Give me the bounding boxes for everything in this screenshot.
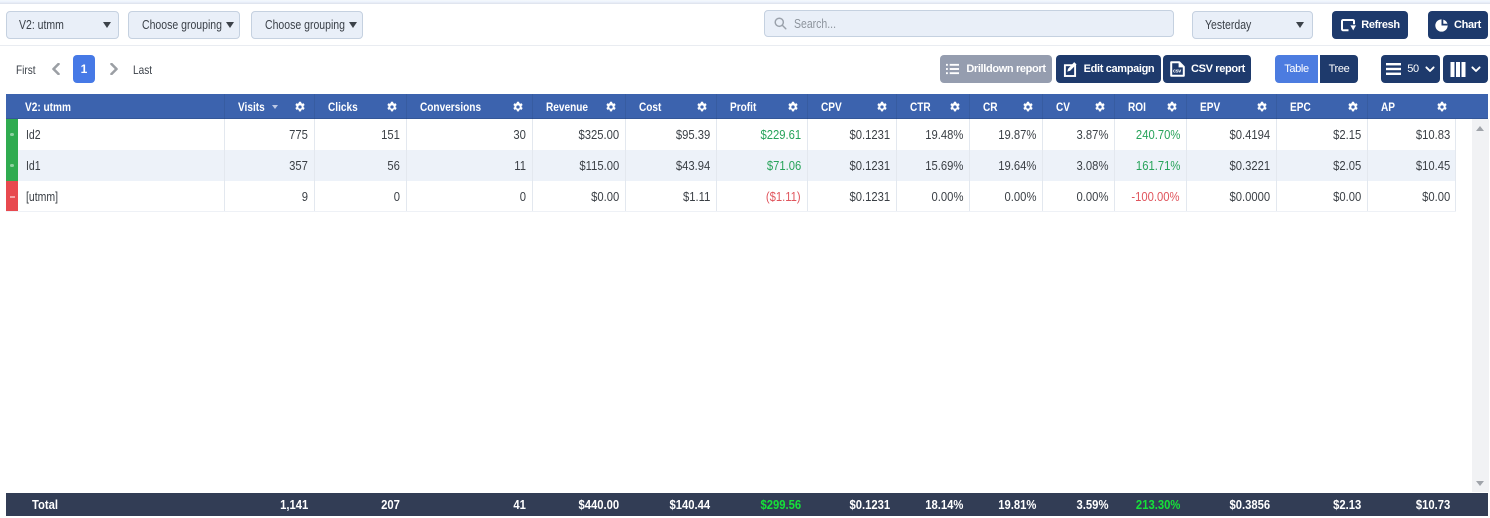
svg-text:csv: csv <box>1173 68 1181 74</box>
